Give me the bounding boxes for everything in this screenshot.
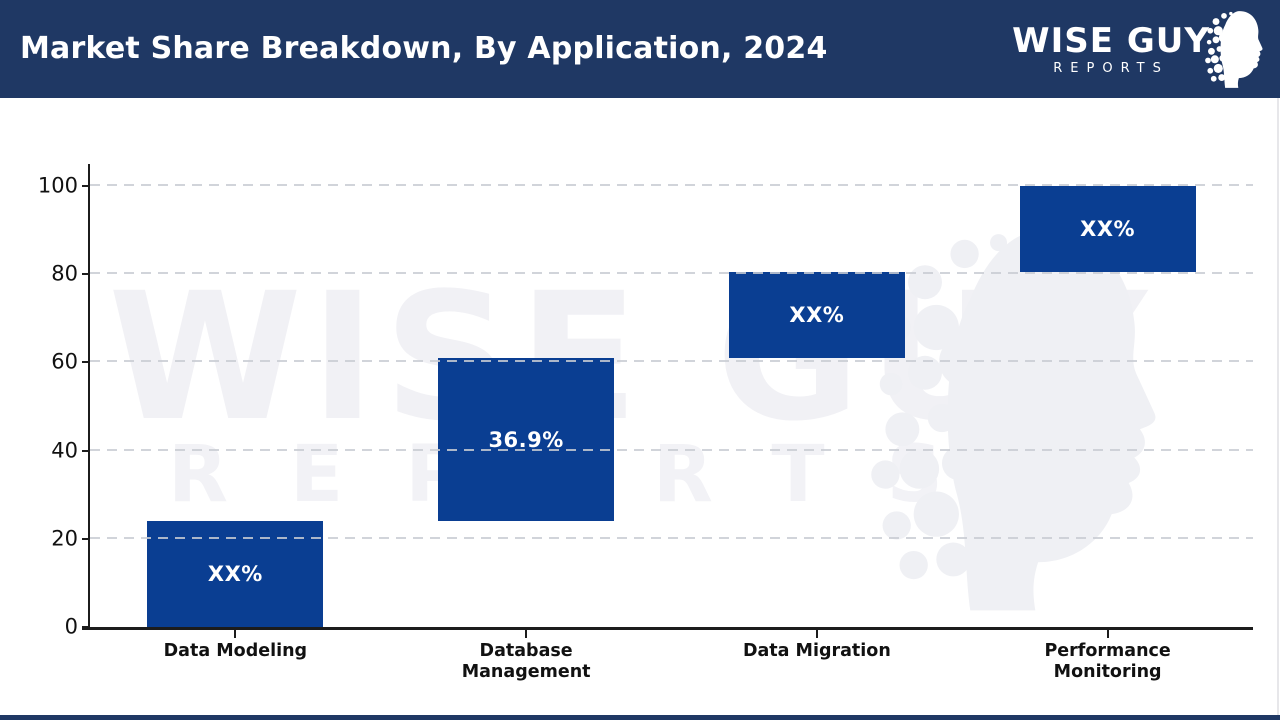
bar-value-label: XX% [207, 562, 263, 587]
bar-segment: 36.9% [438, 358, 615, 522]
bar-segment: XX% [728, 272, 905, 359]
footer-bar [0, 715, 1280, 720]
header-bar: Market Share Breakdown, By Application, … [0, 0, 1280, 98]
y-tick-0 [82, 626, 90, 628]
y-tick-60 [82, 361, 90, 364]
x-tick [525, 630, 528, 638]
wiseguy-logo: WISE GUY REPORTS [1012, 7, 1268, 91]
x-category-label: Performance Monitoring [1044, 641, 1171, 682]
logo-name: WISE GUY [1012, 20, 1210, 61]
bar-value-label: XX% [789, 303, 845, 328]
wiseguy-face-icon [1205, 11, 1263, 88]
y-tick-label: 40 [51, 438, 78, 463]
y-tick-label: 0 [64, 614, 78, 639]
gridline-100 [90, 184, 1253, 187]
y-tick-label: 20 [51, 526, 78, 551]
y-axis-line [88, 164, 90, 630]
x-category-label: Data Modeling [163, 641, 308, 661]
y-tick-100 [82, 185, 90, 188]
x-tick [815, 630, 818, 638]
right-edge-line [1277, 98, 1279, 715]
gridline-60 [90, 360, 1253, 363]
bar-value-label: XX% [1080, 217, 1136, 242]
x-tick [1106, 630, 1109, 638]
plot-area: 0 20 40 60 80 100 XX% Data Modeling 36.9% Databas… [38, 164, 1253, 682]
bar-value-label: 36.9% [488, 427, 564, 452]
chart-title: Market Share Breakdown, By Application, … [20, 31, 828, 66]
x-axis-line [82, 627, 1253, 630]
x-tick [234, 630, 237, 638]
logo-subtitle: REPORTS [1053, 60, 1169, 76]
gridline-80 [90, 272, 1253, 275]
logo-text: WISE GUY REPORTS [1012, 23, 1210, 76]
bar-segment: XX% [1019, 186, 1196, 273]
y-tick-label: 80 [51, 261, 78, 286]
gridline-40 [90, 448, 1253, 451]
x-category-label: Data Migration [742, 641, 891, 661]
gridline-20 [90, 536, 1253, 539]
y-tick-label: 100 [37, 173, 78, 198]
y-tick-80 [82, 273, 90, 276]
x-category-label: Database Management [461, 641, 591, 682]
y-tick-20 [82, 537, 90, 540]
y-tick-40 [82, 449, 90, 452]
y-tick-label: 60 [51, 349, 78, 374]
